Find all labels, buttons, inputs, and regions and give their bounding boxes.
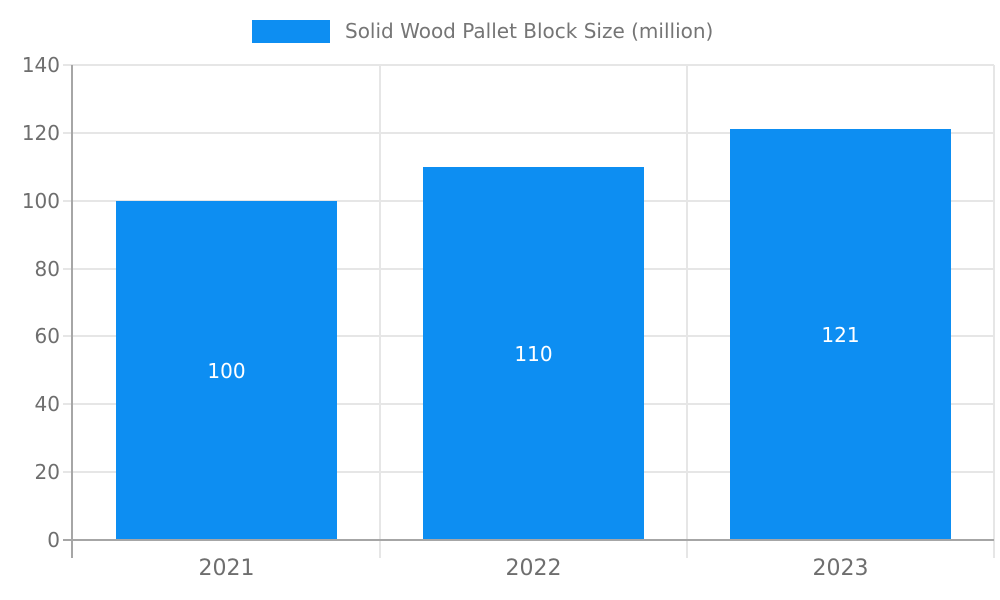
bar-value-label: 121 (821, 322, 860, 347)
legend[interactable]: Solid Wood Pallet Block Size (million) (252, 20, 713, 43)
gridline-vertical (993, 65, 995, 558)
y-tick-label: 40 (34, 392, 60, 416)
y-tick-label: 20 (34, 460, 60, 484)
bar-value-label: 110 (514, 341, 553, 366)
bar-value-label: 100 (207, 358, 246, 383)
y-tick-label: 140 (21, 53, 60, 77)
gridline-horizontal (63, 132, 994, 134)
gridline-horizontal (63, 64, 994, 66)
y-tick-label: 60 (34, 324, 60, 348)
x-axis-line (63, 539, 994, 541)
y-tick-label: 100 (21, 189, 60, 213)
bar[interactable]: 110 (423, 167, 644, 540)
y-tick-label: 120 (21, 121, 60, 145)
bar[interactable]: 121 (730, 129, 951, 540)
x-tick-label: 2021 (198, 556, 255, 581)
y-axis-line (71, 65, 73, 558)
gridline-vertical (686, 65, 688, 558)
x-tick-label: 2023 (812, 556, 869, 581)
bar[interactable]: 100 (116, 201, 337, 540)
legend-label: Solid Wood Pallet Block Size (million) (345, 19, 714, 43)
gridline-vertical (379, 65, 381, 558)
y-tick-label: 80 (34, 257, 60, 281)
legend-swatch (252, 20, 330, 43)
y-tick-label: 0 (47, 528, 60, 552)
x-tick-label: 2022 (505, 556, 562, 581)
